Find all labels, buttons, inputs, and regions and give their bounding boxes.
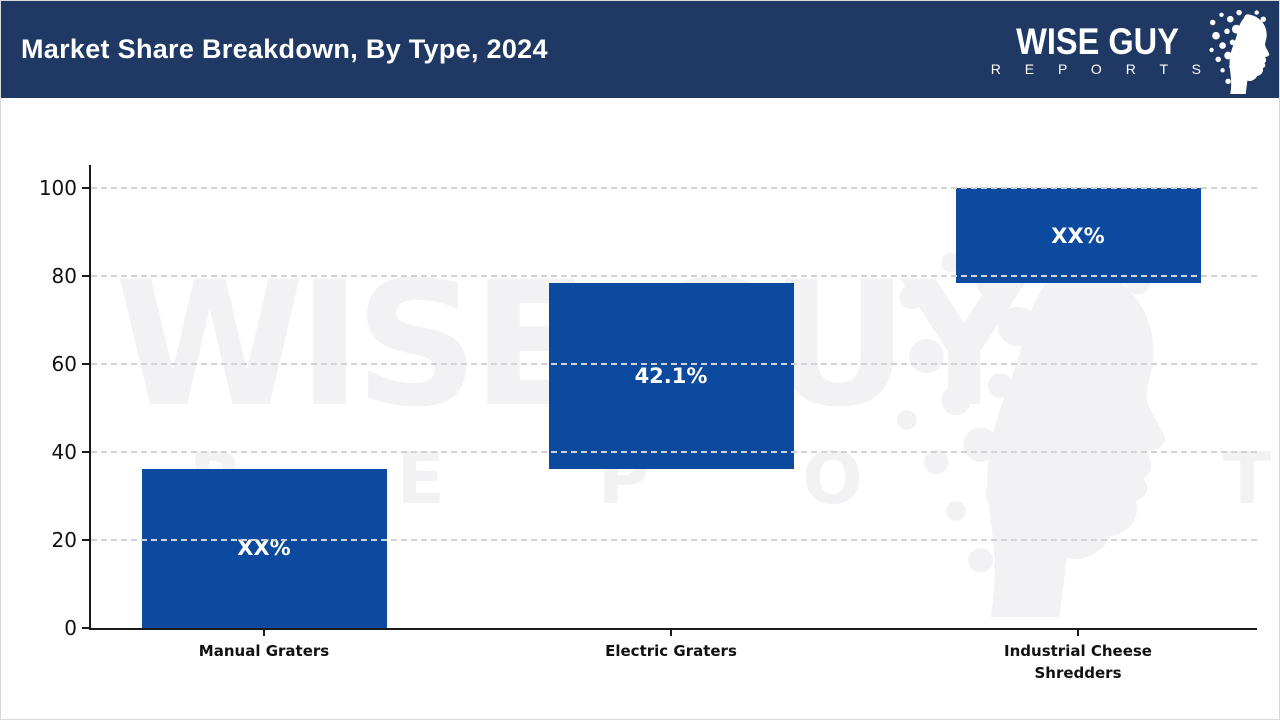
gridline-60 [91,363,1257,365]
gridline-40 [91,451,1257,453]
y-tick-label-0: 0 [64,616,77,640]
header: Market Share Breakdown, By Type, 2024 WI… [1,1,1279,98]
x-tick-mark [263,630,265,636]
x-category-label: Manual Graters [198,642,330,660]
x-category-label: Industrial Cheese Shredders [1004,642,1152,682]
x-tick-mark [670,630,672,636]
y-tick-mark-20 [82,539,89,541]
y-tick-mark-0 [82,627,89,629]
y-tick-label-100: 100 [38,176,77,200]
bar-value-label: 42.1% [634,364,708,389]
bar-segment[interactable]: 42.1% [548,283,794,469]
y-tick-mark-100 [82,187,89,189]
gridline-100 [91,187,1257,189]
page-title: Market Share Breakdown, By Type, 2024 [21,34,548,64]
bar-segment[interactable]: XX% [141,468,387,628]
y-axis-line [89,165,91,630]
y-tick-mark-40 [82,451,89,453]
bar-value-label: XX% [1051,223,1105,248]
y-tick-mark-80 [82,275,89,277]
y-tick-mark-60 [82,363,89,365]
x-category-label: Electric Graters [605,642,737,660]
logo-face-icon [1209,9,1270,94]
wiseguy-logo: WISE GUY R E P O R T S [985,1,1271,98]
y-tick-label-40: 40 [51,440,77,464]
logo-wordmark: WISE GUY [1016,20,1180,62]
gridline-20 [91,539,1257,541]
y-tick-label-20: 20 [51,528,77,552]
bar-segment[interactable]: XX% [955,188,1201,284]
logo-subtitle: R E P O R T S [990,60,1211,77]
y-tick-label-80: 80 [51,264,77,288]
x-tick-mark [1077,630,1079,636]
logo-text: WISE GUY R E P O R T S [985,23,1211,77]
gridline-80 [91,275,1257,277]
y-tick-label-60: 60 [51,352,77,376]
x-axis-line [89,628,1257,630]
